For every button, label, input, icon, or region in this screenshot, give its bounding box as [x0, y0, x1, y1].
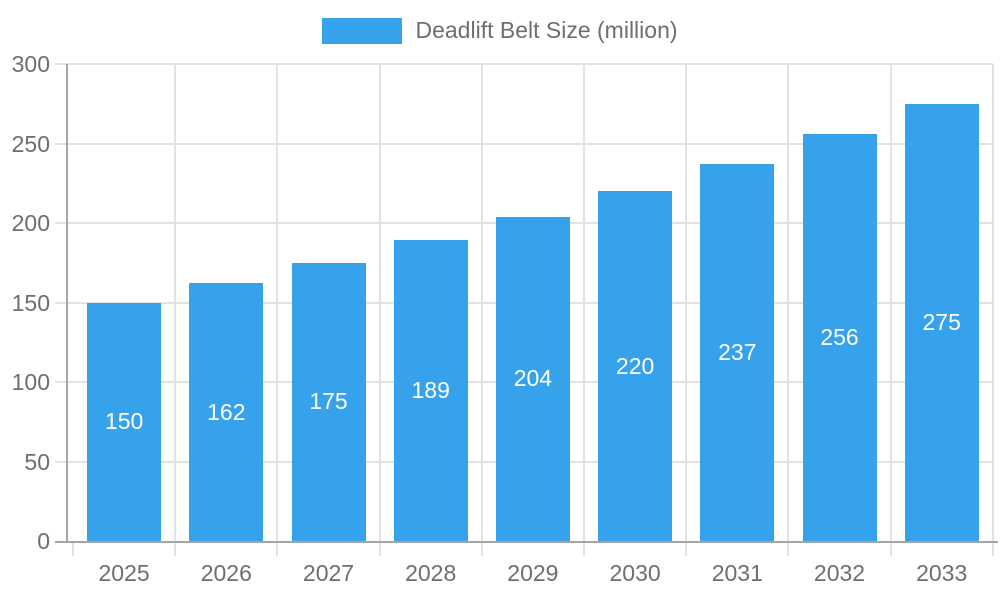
bar-2029[interactable]: 204	[495, 216, 570, 541]
x-tick-mark	[685, 543, 688, 556]
x-tick-mark	[583, 543, 585, 556]
x-gridline	[685, 64, 688, 541]
x-gridline	[991, 64, 994, 541]
x-tick-mark	[889, 543, 892, 556]
bar-value-label: 256	[820, 323, 859, 350]
y-tick-label: 0	[37, 528, 50, 554]
bar-value-label: 237	[718, 339, 757, 366]
y-tick-label: 300	[11, 51, 50, 77]
x-tick-mark	[991, 543, 994, 556]
x-gridline	[787, 64, 790, 541]
x-tick-mark	[787, 543, 790, 556]
bar-value-label: 204	[513, 365, 553, 392]
x-gridline	[480, 64, 483, 541]
x-tick-label-2030: 2030	[609, 560, 661, 586]
y-tick-label: 100	[11, 369, 50, 395]
bar-2025[interactable]: 150	[87, 302, 162, 541]
x-gridline	[889, 64, 892, 541]
legend-item[interactable]: Deadlift Belt Size (million)	[322, 17, 678, 44]
bar-value-label: 275	[922, 308, 961, 335]
x-tick-label-2025: 2025	[98, 560, 150, 586]
x-tick-label-2033: 2033	[916, 560, 968, 586]
x-tick-mark	[480, 543, 483, 556]
bar-2028[interactable]: 189	[393, 240, 468, 541]
legend: Deadlift Belt Size (million)	[0, 17, 1000, 44]
x-gridline	[583, 64, 585, 541]
y-gridline	[55, 142, 993, 145]
legend-swatch	[322, 17, 403, 44]
x-axis-line	[55, 541, 998, 543]
bar-value-label: 175	[309, 388, 348, 415]
x-tick-label-2026: 2026	[200, 560, 252, 586]
x-tick-mark	[378, 543, 381, 556]
bar-2032[interactable]: 256	[802, 133, 877, 541]
y-gridline	[55, 63, 993, 65]
bar-2030[interactable]: 220	[598, 191, 673, 541]
bar-value-label: 189	[411, 377, 450, 404]
bar-2033[interactable]: 275	[904, 103, 979, 541]
x-gridline	[174, 64, 177, 541]
x-tick-label-2027: 2027	[302, 560, 355, 586]
bar-2027[interactable]: 175	[291, 262, 366, 541]
y-tick-label: 150	[11, 289, 50, 316]
y-tick-label: 50	[24, 448, 50, 475]
y-axis-line	[66, 64, 68, 543]
bar-2031[interactable]: 237	[700, 164, 775, 541]
bar-value-label: 162	[207, 398, 246, 425]
y-tick-label: 250	[11, 130, 50, 157]
legend-label: Deadlift Belt Size (million)	[415, 17, 678, 43]
x-tick-label-2028: 2028	[405, 560, 457, 586]
x-tick-label-2032: 2032	[813, 560, 866, 586]
x-tick-mark	[72, 543, 74, 556]
x-tick-label-2031: 2031	[711, 560, 763, 586]
y-tick-label: 200	[11, 210, 50, 236]
x-gridline	[378, 64, 381, 541]
x-gridline	[276, 64, 279, 541]
bar-value-label: 220	[615, 352, 655, 379]
x-tick-mark	[174, 543, 177, 556]
bar-2026[interactable]: 162	[189, 283, 264, 541]
bar-value-label: 150	[104, 408, 144, 435]
x-tick-mark	[276, 543, 279, 556]
x-tick-label-2029: 2029	[507, 560, 559, 586]
